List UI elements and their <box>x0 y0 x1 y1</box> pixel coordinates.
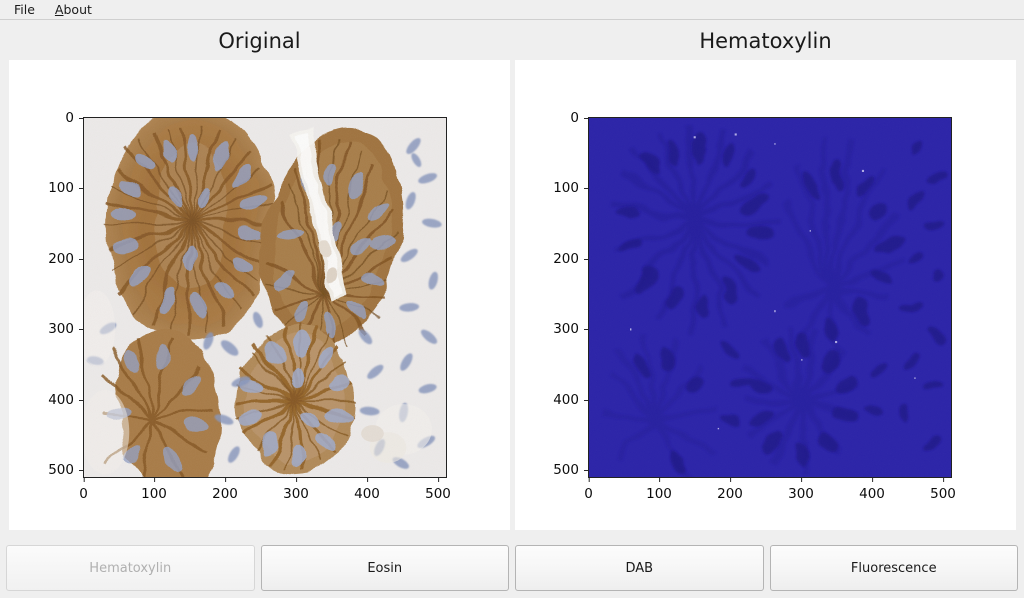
panel-title-original: Original <box>218 29 301 53</box>
ytick-label: 400 <box>23 392 83 408</box>
xtick-label: 500 <box>425 478 451 502</box>
ytick-label: 0 <box>528 110 588 126</box>
axes-original: 0 100 200 300 400 500 0 100 200 300 400 … <box>48 110 451 503</box>
xtick-label: 500 <box>930 478 956 502</box>
eosin-button-label: Eosin <box>367 560 403 576</box>
dab-button-label: DAB <box>625 560 654 576</box>
ytick-label: 500 <box>23 462 83 478</box>
menu-bar: File About <box>0 0 1024 20</box>
fluorescence-button-label: Fluorescence <box>850 560 937 576</box>
dab-button[interactable]: DAB <box>515 545 764 591</box>
eosin-button[interactable]: Eosin <box>260 545 509 591</box>
ytick-label: 400 <box>528 392 588 408</box>
xtick-label: 300 <box>788 478 814 502</box>
ytick-label: 500 <box>528 462 588 478</box>
ytick-label: 300 <box>528 321 588 337</box>
image-original <box>83 117 447 478</box>
xtick-label: 0 <box>584 478 593 502</box>
ytick-label: 300 <box>23 321 83 337</box>
menu-item-file[interactable]: File <box>10 1 43 18</box>
xtick-label: 100 <box>646 478 672 502</box>
ytick-label: 100 <box>23 180 83 196</box>
figure-panel-hematoxylin: 0 100 200 300 400 500 0 100 200 300 400 … <box>515 60 1016 530</box>
fluorescence-button[interactable]: Fluorescence <box>769 545 1018 591</box>
image-hematoxylin <box>588 117 952 478</box>
xtick-label: 400 <box>859 478 885 502</box>
xtick-label: 200 <box>212 478 238 502</box>
xtick-label: 100 <box>141 478 167 502</box>
xtick-label: 400 <box>354 478 380 502</box>
ytick-label: 0 <box>23 110 83 126</box>
menu-item-about-label: bout <box>63 2 92 17</box>
stain-button-bar: Hematoxylin Eosin DAB Fluorescence <box>0 538 1024 598</box>
menu-item-about-mnemonic: A <box>54 2 64 17</box>
xtick-label: 200 <box>717 478 743 502</box>
menu-item-file-label: File <box>14 2 35 17</box>
menu-item-about[interactable]: About <box>51 1 100 18</box>
ytick-label: 100 <box>528 180 588 196</box>
xtick-label: 300 <box>283 478 309 502</box>
figure-panel-original: 0 100 200 300 400 500 0 100 200 300 400 … <box>9 60 510 530</box>
ytick-label: 200 <box>23 251 83 267</box>
hematoxylin-button-label: Hematoxylin <box>89 560 172 576</box>
xtick-label: 0 <box>79 478 88 502</box>
hematoxylin-button[interactable]: Hematoxylin <box>6 545 255 591</box>
axes-hematoxylin: 0 100 200 300 400 500 0 100 200 300 400 … <box>553 110 956 503</box>
ytick-label: 200 <box>528 251 588 267</box>
panel-title-hematoxylin: Hematoxylin <box>699 29 832 53</box>
